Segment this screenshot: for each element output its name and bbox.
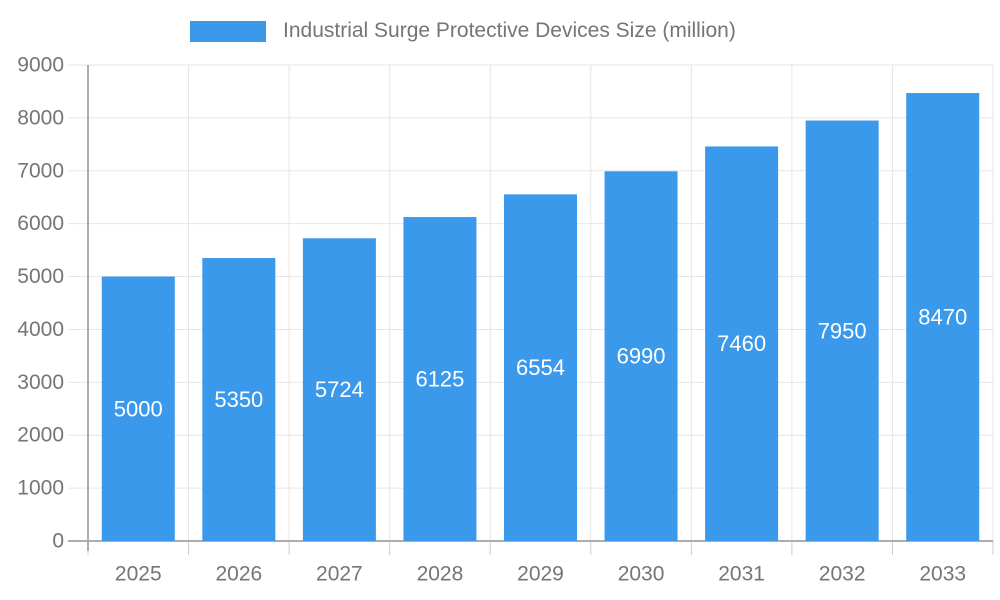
- x-axis-label: 2029: [517, 563, 564, 586]
- bar-value-label: 5000: [114, 396, 163, 421]
- bar-2030: [604, 171, 678, 541]
- y-axis-label: 6000: [17, 212, 64, 235]
- bar-2025: [101, 276, 175, 541]
- legend: Industrial Surge Protective Devices Size…: [190, 19, 736, 43]
- bar-2033: [906, 93, 980, 541]
- x-axis-label: 2032: [819, 563, 866, 586]
- y-axis-label: 7000: [17, 159, 64, 182]
- bar-2026: [202, 258, 276, 541]
- y-axis-label: 0: [52, 530, 64, 553]
- y-axis-label: 4000: [17, 318, 64, 341]
- x-axis-label: 2026: [215, 563, 262, 586]
- bar-value-label: 5350: [214, 387, 263, 412]
- x-axis-label: 2025: [115, 563, 162, 586]
- bar-value-label: 6125: [415, 367, 464, 392]
- x-axis-label: 2033: [919, 563, 966, 586]
- bar-2028: [403, 217, 477, 542]
- x-axis-label: 2028: [417, 563, 464, 586]
- bar-value-label: 7460: [717, 331, 766, 356]
- bar-value-label: 7950: [818, 318, 867, 343]
- bar-value-label: 5724: [315, 377, 364, 402]
- legend-swatch: [190, 20, 266, 42]
- x-axis-label: 2027: [316, 563, 363, 586]
- x-axis-label: 2030: [618, 563, 665, 586]
- bar-2027: [302, 238, 376, 541]
- bar-2029: [504, 194, 577, 542]
- bar-value-label: 8470: [918, 305, 967, 330]
- y-axis-label: 8000: [17, 106, 64, 129]
- bar-value-label: 6990: [617, 344, 666, 369]
- y-axis-label: 5000: [17, 265, 64, 288]
- y-axis-label: 2000: [17, 424, 64, 447]
- bar-2031: [705, 146, 779, 541]
- x-axis-label: 2031: [718, 563, 765, 586]
- bar-value-label: 6554: [516, 355, 565, 380]
- y-axis-label: 1000: [17, 477, 64, 500]
- y-axis-label: 9000: [17, 54, 64, 77]
- y-axis-label: 3000: [17, 371, 64, 394]
- bar-2032: [805, 120, 879, 542]
- legend-label: Industrial Surge Protective Devices Size…: [283, 19, 736, 42]
